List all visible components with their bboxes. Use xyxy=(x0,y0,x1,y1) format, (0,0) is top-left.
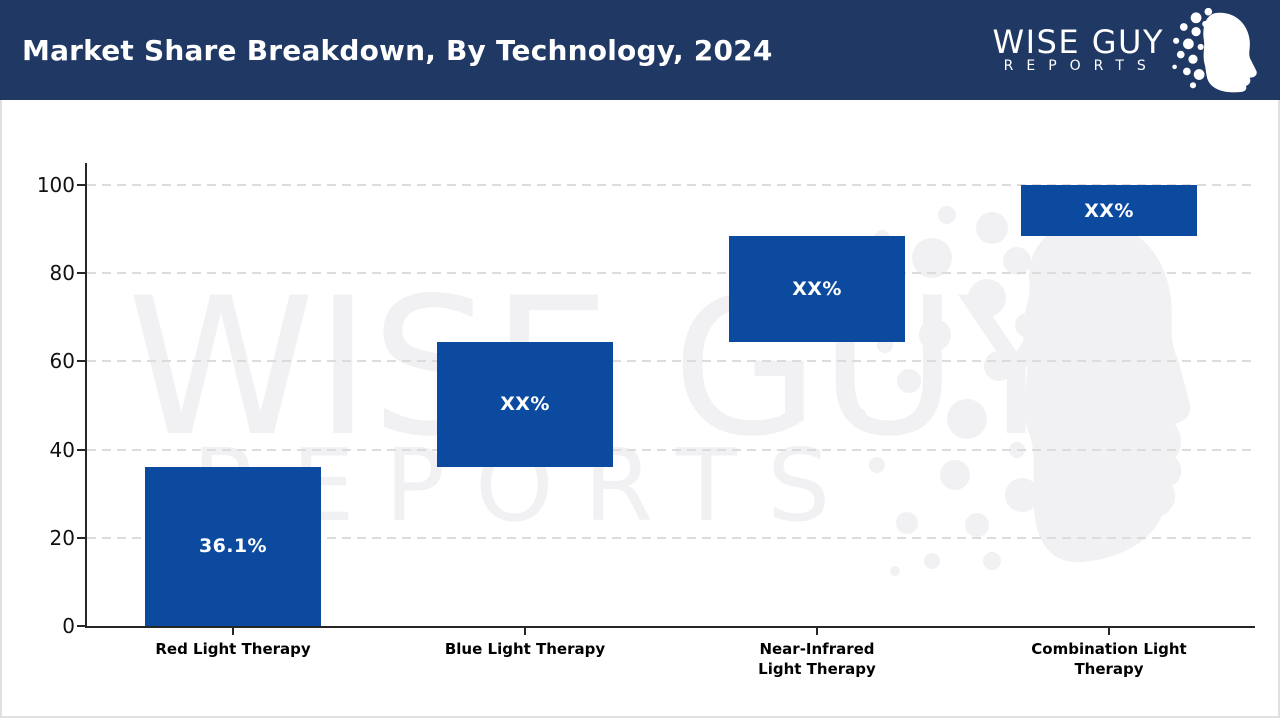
wise-guy-reports-logo: WISE GUY REPORTS xyxy=(992,7,1262,93)
x-category-label-line: Near-Infrared xyxy=(759,640,875,658)
x-category-label-line: Red Light Therapy xyxy=(155,640,311,658)
y-tick-label: 80 xyxy=(49,261,75,286)
gridline-y-100 xyxy=(87,184,1255,187)
logo-wordmark: WISE GUY REPORTS xyxy=(992,22,1164,75)
y-tick-mark-40 xyxy=(77,448,85,451)
chart-canvas: WISE GUY REPORTS xyxy=(0,100,1280,718)
y-tick-label: 100 xyxy=(36,173,75,198)
bar-value-label: XX% xyxy=(792,277,842,300)
x-category-label-line: Light Therapy xyxy=(758,660,876,679)
gridline-y-40 xyxy=(87,448,1255,451)
y-tick-label: 40 xyxy=(49,437,75,462)
y-tick-mark-100 xyxy=(77,184,85,187)
watermark-head-icon xyxy=(852,206,1191,576)
bar-1: XX% xyxy=(437,341,613,467)
bar-2: XX% xyxy=(729,236,905,342)
plot-area: WISE GUY REPORTS xyxy=(37,163,1255,678)
y-tick-mark-60 xyxy=(77,360,85,363)
y-tick-label: 20 xyxy=(49,525,75,550)
y-tick-label: 0 xyxy=(62,614,75,638)
x-category-label: Near-Infrared Light Therapy xyxy=(667,639,967,680)
x-tick-mark-3 xyxy=(1108,626,1110,635)
bar-0: 36.1% xyxy=(145,466,321,626)
x-axis-line xyxy=(85,626,1255,628)
x-tick-mark-0 xyxy=(232,626,234,635)
watermark: WISE GUY REPORTS xyxy=(127,206,1191,576)
y-axis-line xyxy=(85,163,87,628)
bar-3: XX% xyxy=(1021,185,1197,237)
gridline-y-80 xyxy=(87,272,1255,275)
x-tick-mark-1 xyxy=(524,626,526,635)
x-category-label: Blue Light Therapy xyxy=(375,639,675,659)
logo-wordmark-primary: WISE GUY xyxy=(992,22,1164,61)
gridline-y-20 xyxy=(87,536,1255,539)
page-title: Market Share Breakdown, By Technology, 2… xyxy=(22,33,773,67)
x-category-label-line: Combination Light xyxy=(1031,640,1187,658)
y-tick-mark-20 xyxy=(77,536,85,539)
bar-value-label: XX% xyxy=(1084,199,1134,222)
logo-wordmark-secondary: REPORTS xyxy=(1003,58,1159,75)
y-tick-label: 60 xyxy=(49,349,75,374)
x-category-label-line: Therapy xyxy=(1074,660,1144,679)
bar-value-label: 36.1% xyxy=(199,535,267,558)
x-tick-mark-2 xyxy=(816,626,818,635)
x-category-label-line: Blue Light Therapy xyxy=(444,640,606,658)
x-category-label: Red Light Therapy xyxy=(83,639,383,659)
header: Market Share Breakdown, By Technology, 2… xyxy=(0,0,1280,100)
bar-value-label: XX% xyxy=(500,393,550,416)
y-tick-mark-0 xyxy=(77,625,85,627)
x-category-label: Combination Light Therapy xyxy=(959,639,1259,680)
y-tick-mark-80 xyxy=(77,272,85,275)
gridline-y-60 xyxy=(87,360,1255,363)
logo-head-icon xyxy=(1172,7,1257,93)
